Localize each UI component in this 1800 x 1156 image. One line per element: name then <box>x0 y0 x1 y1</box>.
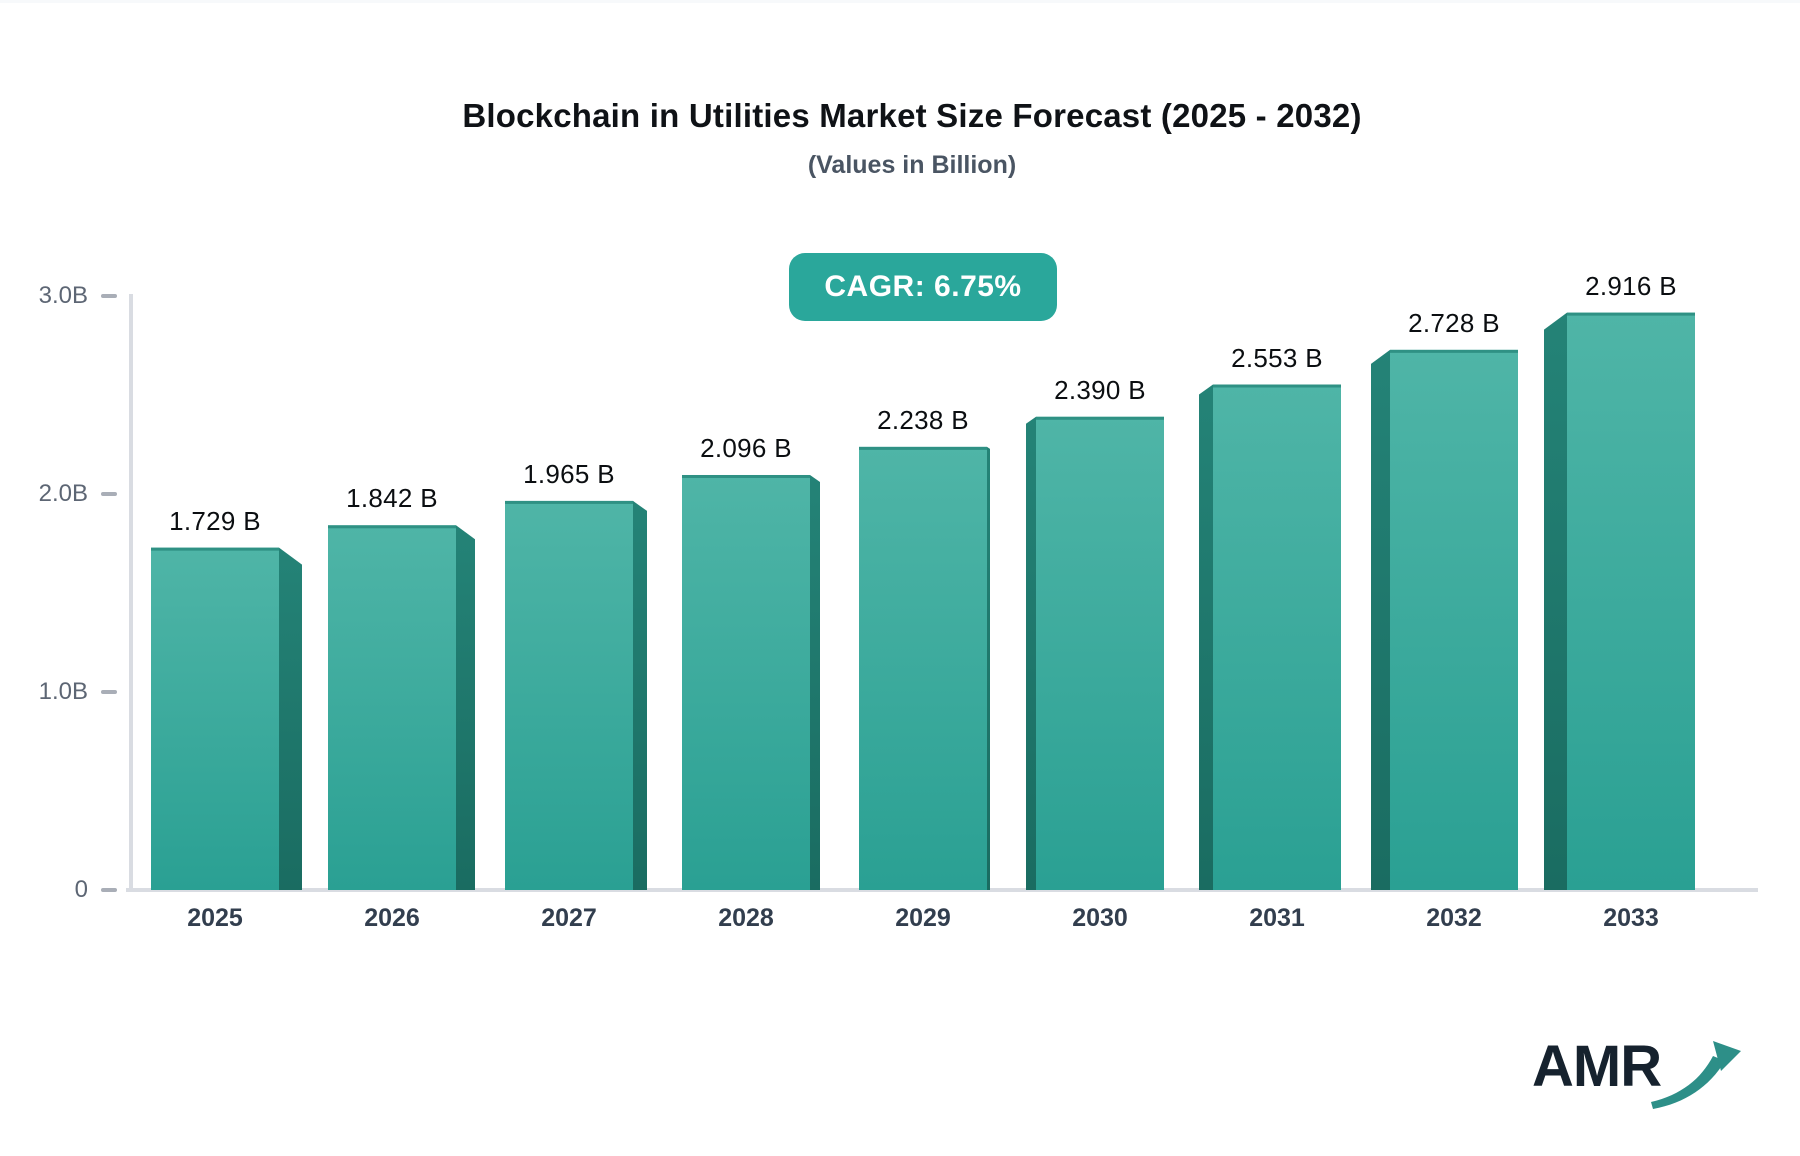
bar-2028 <box>682 474 810 890</box>
bar-value-label: 2.553 B <box>1231 342 1323 373</box>
bar-side-2027 <box>633 500 647 890</box>
bar-top-edge <box>328 525 456 529</box>
bar-side-2033 <box>1544 312 1567 891</box>
bar-top-edge <box>1036 416 1164 420</box>
bar-2025 <box>151 547 279 890</box>
bar-2030 <box>1036 416 1164 890</box>
cagr-badge-label: CAGR: 6.75% <box>824 270 1022 303</box>
bar-value-label: 2.728 B <box>1408 307 1500 338</box>
cagr-badge: CAGR: 6.75% <box>789 253 1057 321</box>
bar-value-label: 2.096 B <box>700 432 792 463</box>
bar-side-2030 <box>1026 416 1036 890</box>
bar-side-2032 <box>1371 349 1390 891</box>
y-axis-tick <box>101 690 117 694</box>
bar-value-label: 2.390 B <box>1054 374 1146 405</box>
y-axis-tick-label: 0 <box>74 876 88 903</box>
x-axis-category-label: 2030 <box>1072 904 1128 932</box>
y-axis-line <box>129 294 133 892</box>
x-axis-category-label: 2025 <box>187 904 243 932</box>
bar-top-edge <box>1567 312 1695 316</box>
bar-side-2026 <box>456 525 475 890</box>
y-axis-tick <box>101 492 117 496</box>
bar-value-label: 1.965 B <box>523 458 615 489</box>
page-subtitle: (Values in Billion) <box>807 151 1017 179</box>
x-axis-category-label: 2032 <box>1426 904 1482 932</box>
x-axis-category-label: 2026 <box>364 904 420 932</box>
bar-value-label: 1.729 B <box>169 505 261 536</box>
y-axis-tick-label: 2.0B <box>38 480 88 507</box>
bar-side-2031 <box>1199 384 1213 890</box>
bar-2026 <box>328 525 456 890</box>
bar-value-label: 2.916 B <box>1585 270 1677 301</box>
amr-logo-text: AMR <box>1532 1034 1662 1099</box>
x-axis-category-label: 2031 <box>1249 904 1305 932</box>
growth-arrow-icon <box>1651 1041 1742 1109</box>
bar-side-2028 <box>810 474 820 890</box>
y-axis-tick <box>101 294 117 298</box>
bar-side-2029 <box>987 446 990 890</box>
x-axis-category-label: 2028 <box>718 904 774 932</box>
bar-chart: 0 1.0B 2.0B 3.0B 1.729 B 2025 1.842 B 2026 1.965… <box>0 3 1800 1156</box>
bar-top-edge <box>682 474 810 478</box>
x-axis-category-label: 2027 <box>541 904 597 932</box>
bar-2027 <box>505 500 633 890</box>
bar-side-2025 <box>279 547 302 890</box>
x-axis-category-label: 2033 <box>1603 904 1659 932</box>
bar-2029 <box>859 446 987 890</box>
amr-logo: AMR <box>1532 1035 1743 1113</box>
bar-2032 <box>1390 349 1518 891</box>
bar-top-edge <box>505 500 633 504</box>
bar-top-edge <box>1390 349 1518 353</box>
bar-top-edge <box>1213 384 1341 388</box>
y-axis-tick-label: 1.0B <box>38 678 88 705</box>
bar-top-edge <box>151 547 279 551</box>
page-title: Blockchain in Utilities Market Size Fore… <box>462 97 1362 134</box>
x-axis-category-label: 2029 <box>895 904 951 932</box>
bar-value-label: 1.842 B <box>346 483 438 514</box>
bar-2033 <box>1567 312 1695 891</box>
y-axis-tick-label: 3.0B <box>38 282 88 309</box>
bar-top-edge <box>859 446 987 450</box>
bar-value-label: 2.238 B <box>877 404 969 435</box>
bars-canvas <box>151 312 1695 891</box>
bar-2031 <box>1213 384 1341 890</box>
y-axis-tick <box>101 888 117 892</box>
